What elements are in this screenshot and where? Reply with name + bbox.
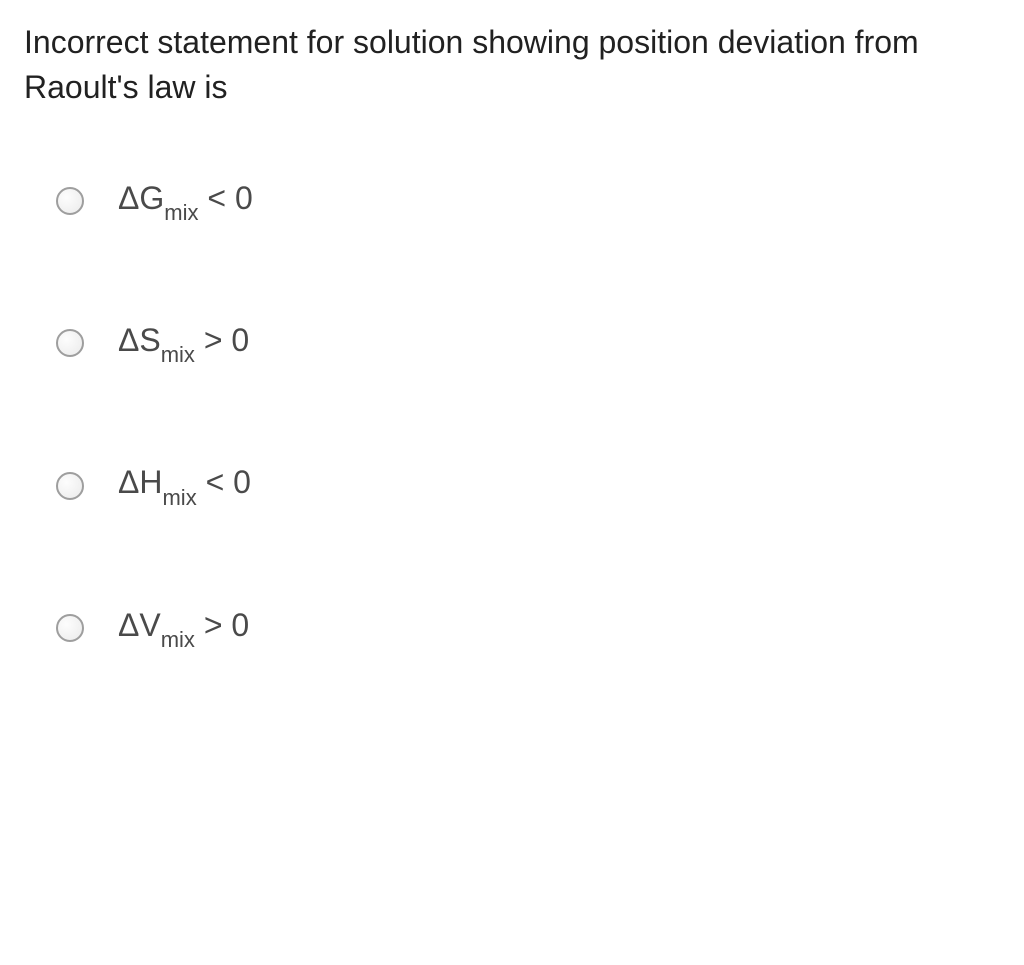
- option-row[interactable]: ΔGmix < 0: [24, 180, 1000, 222]
- option-row[interactable]: ΔVmix > 0: [24, 607, 1000, 649]
- delta-symbol: ΔV: [118, 607, 161, 643]
- question-text: Incorrect statement for solution showing…: [24, 20, 1000, 110]
- radio-icon[interactable]: [56, 187, 84, 215]
- radio-icon[interactable]: [56, 614, 84, 642]
- radio-icon[interactable]: [56, 472, 84, 500]
- delta-symbol: ΔS: [118, 322, 161, 358]
- relation: < 0: [198, 180, 252, 216]
- delta-symbol: ΔG: [118, 180, 164, 216]
- subscript: mix: [164, 200, 198, 225]
- radio-icon[interactable]: [56, 329, 84, 357]
- option-label: ΔVmix > 0: [118, 607, 249, 649]
- relation: > 0: [195, 607, 249, 643]
- option-label: ΔHmix < 0: [118, 464, 251, 506]
- relation: > 0: [195, 322, 249, 358]
- option-label: ΔSmix > 0: [118, 322, 249, 364]
- subscript: mix: [161, 627, 195, 652]
- delta-symbol: ΔH: [118, 464, 162, 500]
- option-label: ΔGmix < 0: [118, 180, 253, 222]
- relation: < 0: [197, 464, 251, 500]
- subscript: mix: [161, 342, 195, 367]
- option-row[interactable]: ΔHmix < 0: [24, 464, 1000, 506]
- subscript: mix: [162, 485, 196, 510]
- option-row[interactable]: ΔSmix > 0: [24, 322, 1000, 364]
